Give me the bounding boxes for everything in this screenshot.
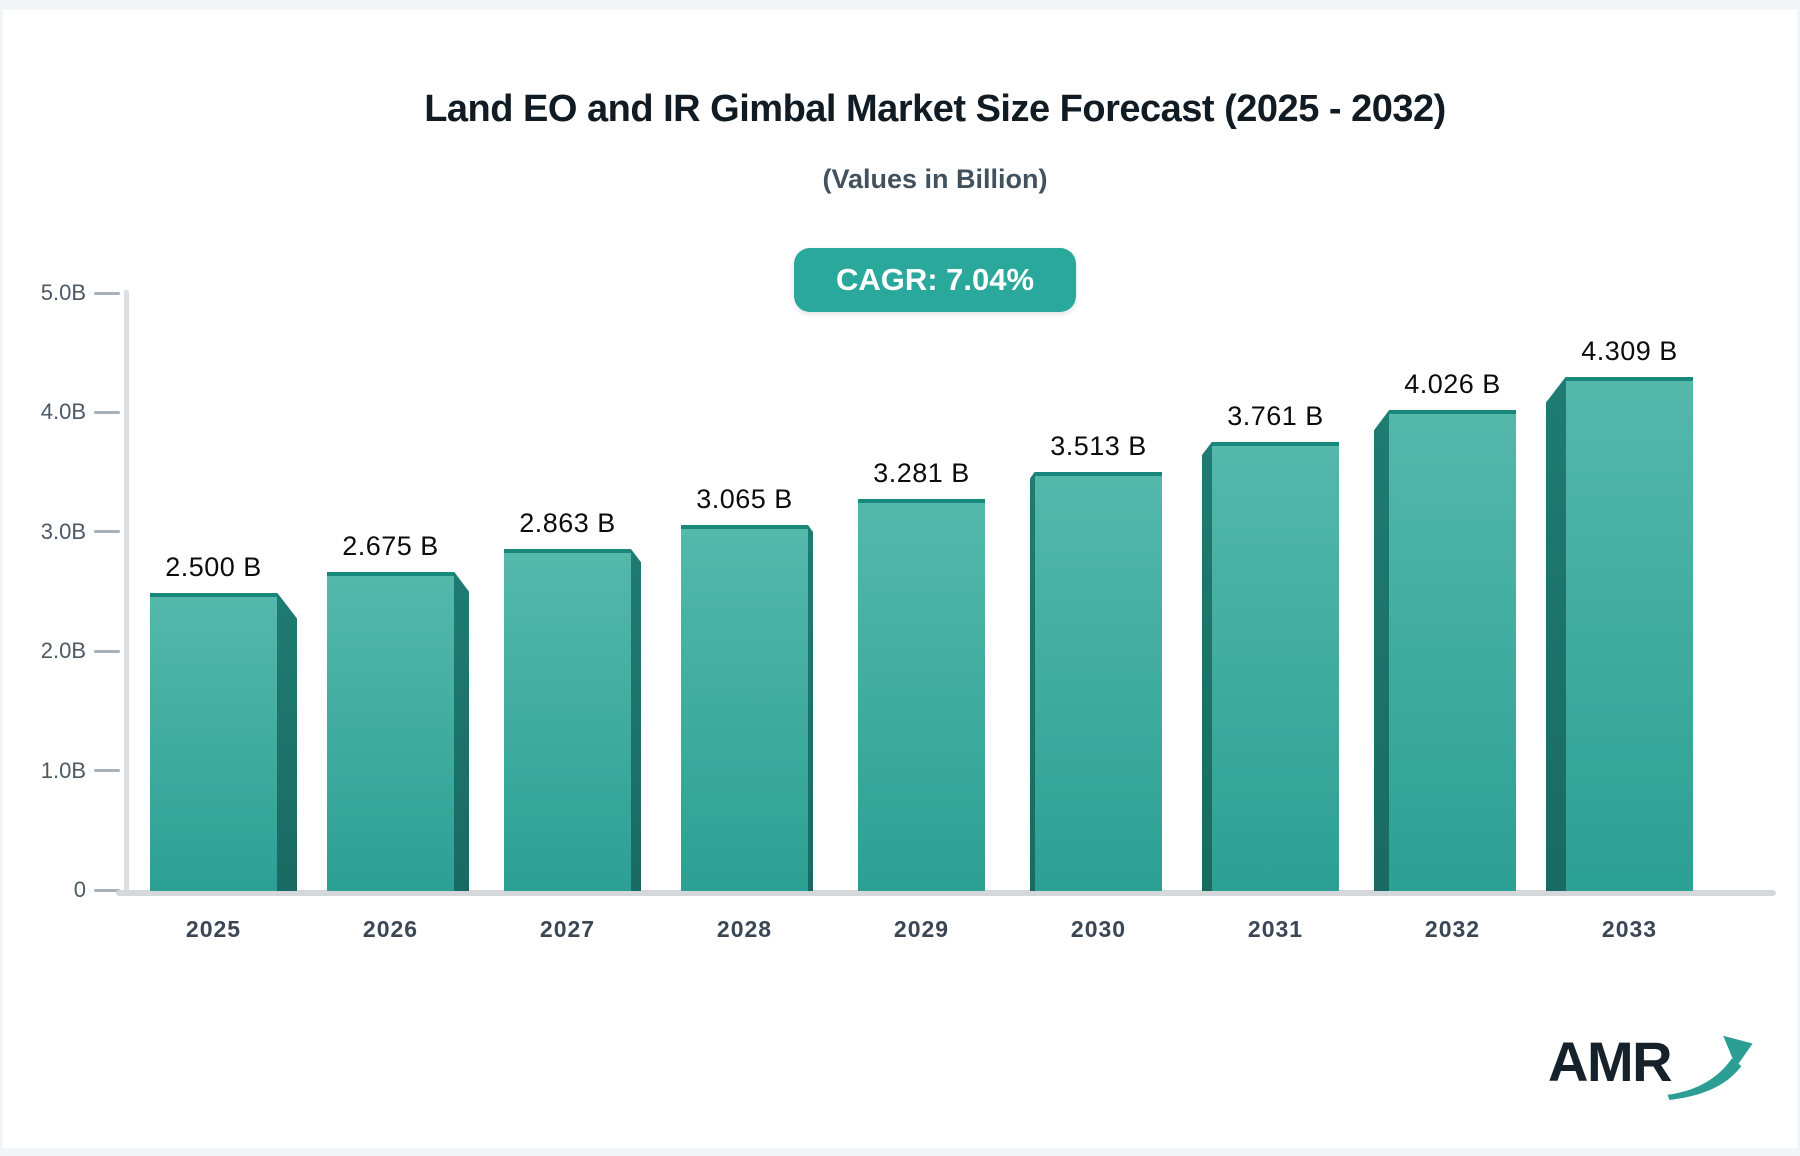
y-tick-dash <box>94 291 120 295</box>
chart-title: Land EO and IR Gimbal Market Size Foreca… <box>424 88 1446 130</box>
y-tick-dash <box>94 888 120 892</box>
chart-subtitle: (Values in Billion) <box>822 164 1048 194</box>
y-tick-dash <box>94 530 120 534</box>
x-tick-label-2028: 2028 <box>716 916 773 942</box>
x-tick-label-2026: 2026 <box>362 916 419 942</box>
bar-value-label: 2.863 B <box>519 508 616 539</box>
y-tick-label: 4.0B <box>40 399 86 425</box>
bar-2027 <box>504 549 631 891</box>
bar-2032 <box>1389 410 1516 891</box>
bar-2029 <box>858 499 985 891</box>
bar-value-label: 2.500 B <box>165 551 262 582</box>
bar-value-label: 3.513 B <box>1050 430 1147 461</box>
bar-side-face <box>1030 471 1035 891</box>
x-tick-label-2033: 2033 <box>1601 916 1658 942</box>
bar-value-label: 3.281 B <box>873 458 970 489</box>
bar-side-face <box>454 571 469 891</box>
bar-value-label: 3.065 B <box>696 484 793 515</box>
bar-side-face <box>1374 410 1389 891</box>
bar-value-label: 3.761 B <box>1227 400 1324 431</box>
x-axis-baseline <box>116 890 1776 896</box>
y-tick-dash <box>94 649 120 653</box>
bar-2031 <box>1212 441 1339 891</box>
x-tick-label-2031: 2031 <box>1247 916 1304 942</box>
bar-side-face <box>631 549 641 891</box>
y-tick-label: 2.0B <box>40 638 86 664</box>
bar-value-label: 4.026 B <box>1404 369 1501 400</box>
amr-logo-text: AMR <box>1548 1030 1673 1093</box>
bar-2030 <box>1035 471 1162 891</box>
bar-2028 <box>681 525 808 891</box>
bar-value-label: 2.675 B <box>342 530 439 561</box>
y-tick-label: 1.0B <box>40 757 86 783</box>
x-tick-label-2032: 2032 <box>1424 916 1481 942</box>
y-tick-dash <box>94 410 120 414</box>
y-tick-label: 0 <box>73 877 86 902</box>
bar-2033 <box>1566 376 1693 891</box>
y-axis-line <box>124 290 129 896</box>
bar-value-label: 4.309 B <box>1581 335 1678 366</box>
y-tick-label: 3.0B <box>40 518 86 544</box>
bar-2025 <box>150 592 277 891</box>
y-tick-dash <box>94 769 120 773</box>
x-tick-label-2025: 2025 <box>185 916 242 942</box>
growth-arrow-icon <box>1667 1035 1753 1100</box>
bar-side-face <box>1546 376 1566 891</box>
y-tick-label: 5.0B <box>40 280 86 305</box>
x-tick-label-2027: 2027 <box>539 916 596 942</box>
bar-2026 <box>327 571 454 891</box>
bar-side-face <box>1202 441 1212 891</box>
bar-side-face <box>277 592 297 891</box>
x-tick-label-2030: 2030 <box>1070 916 1127 942</box>
bar-side-face <box>808 525 813 891</box>
amr-logo: AMR <box>1548 1030 1755 1100</box>
x-tick-label-2029: 2029 <box>893 916 950 942</box>
cagr-badge: CAGR: 7.04% <box>794 248 1076 312</box>
